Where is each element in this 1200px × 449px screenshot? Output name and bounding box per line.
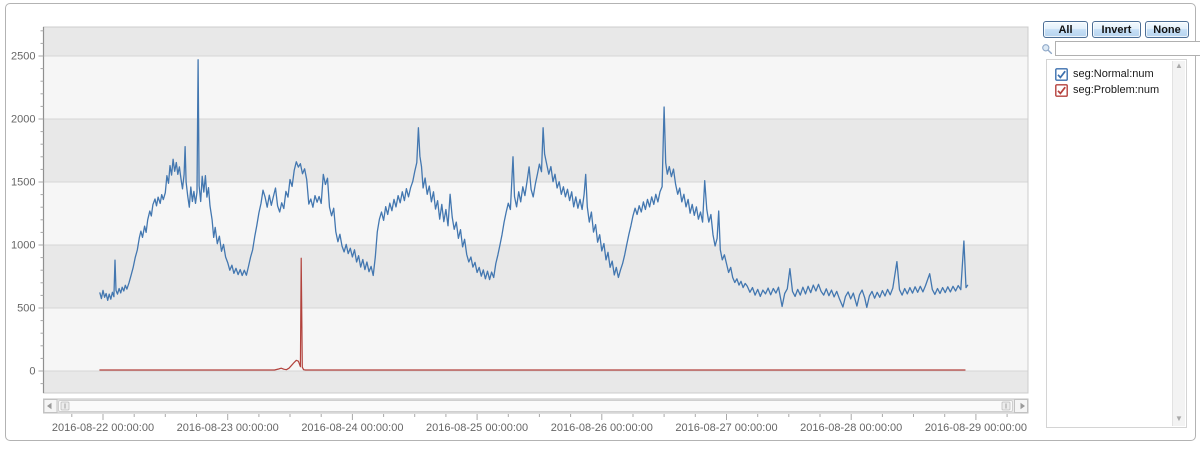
chart-svg: 0 500 1000 1500 2000 2500 2016-08-22 00:00:00 2… bbox=[11, 26, 1029, 434]
svg-text:2016-08-26 00:00:00: 2016-08-26 00:00:00 bbox=[551, 422, 653, 434]
legend-search-row bbox=[1041, 41, 1200, 56]
svg-text:1000: 1000 bbox=[11, 240, 35, 252]
svg-text:2016-08-23 00:00:00: 2016-08-23 00:00:00 bbox=[177, 422, 279, 434]
legend-search-input[interactable] bbox=[1055, 41, 1200, 56]
legend-button-row: All Invert None bbox=[1043, 21, 1189, 38]
svg-text:2016-08-25 00:00:00: 2016-08-25 00:00:00 bbox=[426, 422, 528, 434]
svg-text:0: 0 bbox=[29, 366, 35, 378]
checkbox-problem-icon[interactable] bbox=[1055, 83, 1068, 97]
scroll-up-icon[interactable]: ▲ bbox=[1175, 61, 1183, 70]
checkbox-normal-icon[interactable] bbox=[1055, 67, 1068, 81]
time-series-chart: 0 500 1000 1500 2000 2500 2016-08-22 00:00:00 2… bbox=[11, 26, 1029, 434]
series-problem-line bbox=[99, 257, 966, 371]
invert-selection-button[interactable]: Invert bbox=[1092, 21, 1141, 38]
svg-text:2000: 2000 bbox=[11, 114, 35, 126]
svg-text:2016-08-29 00:00:00: 2016-08-29 00:00:00 bbox=[925, 422, 1027, 434]
h-scrollbar[interactable] bbox=[43, 398, 1029, 414]
select-none-button[interactable]: None bbox=[1145, 21, 1189, 38]
svg-text:500: 500 bbox=[17, 303, 35, 315]
svg-text:2500: 2500 bbox=[11, 51, 35, 63]
legend-item-problem[interactable]: seg:Problem:num bbox=[1047, 82, 1186, 98]
legend-item-label: seg:Normal:num bbox=[1073, 68, 1154, 80]
legend-scrollbar[interactable]: ▲ ▼ bbox=[1172, 61, 1185, 426]
svg-text:2016-08-22 00:00:00: 2016-08-22 00:00:00 bbox=[52, 422, 154, 434]
series-normal-line bbox=[99, 59, 969, 309]
svg-text:2016-08-24 00:00:00: 2016-08-24 00:00:00 bbox=[301, 422, 403, 434]
scroll-down-icon[interactable]: ▼ bbox=[1175, 414, 1183, 423]
scroll-thumb[interactable] bbox=[58, 400, 1013, 412]
svg-text:2016-08-28 00:00:00: 2016-08-28 00:00:00 bbox=[800, 422, 902, 434]
svg-text:2016-08-27 00:00:00: 2016-08-27 00:00:00 bbox=[675, 422, 777, 434]
legend-item-label: seg:Problem:num bbox=[1073, 84, 1160, 96]
search-icon bbox=[1042, 43, 1053, 54]
svg-text:1500: 1500 bbox=[11, 177, 35, 189]
select-all-button[interactable]: All bbox=[1043, 21, 1088, 38]
legend-list: seg:Normal:num seg:Problem:num ▲ ▼ bbox=[1046, 59, 1187, 428]
legend-item-normal[interactable]: seg:Normal:num bbox=[1047, 66, 1186, 82]
